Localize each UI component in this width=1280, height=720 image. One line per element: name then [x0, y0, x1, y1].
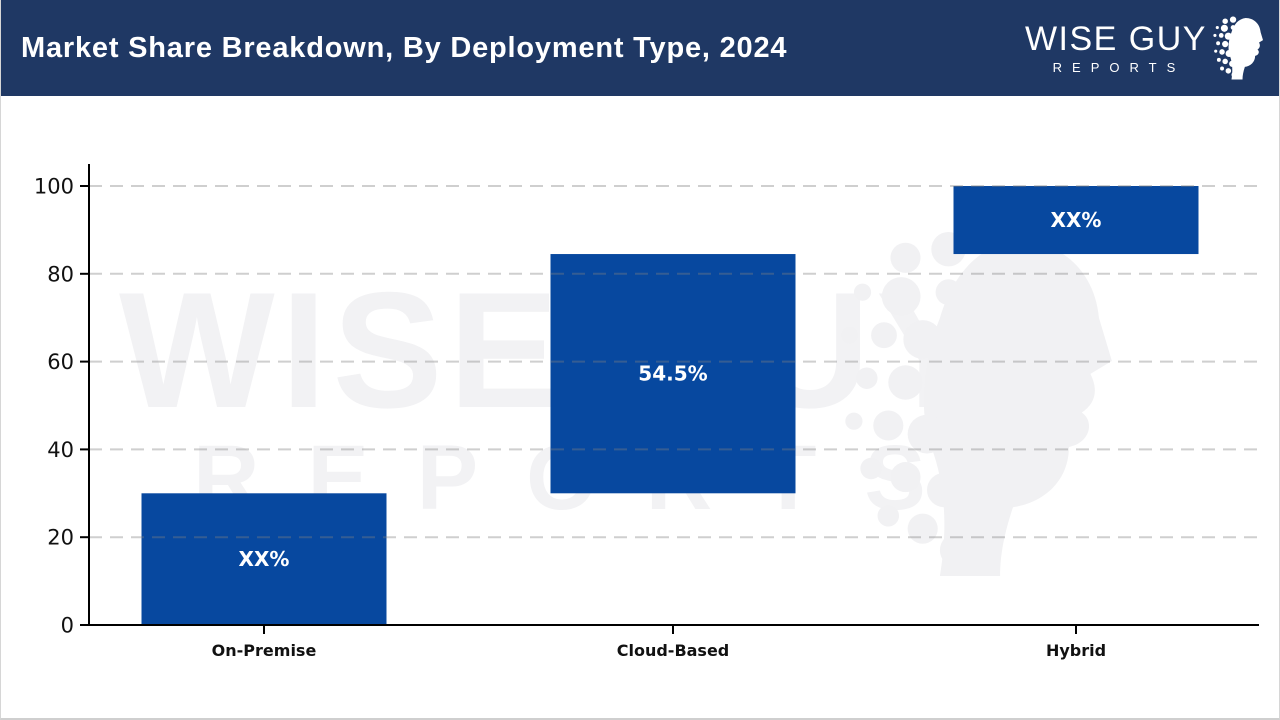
logo-wordmark: WISE GUY REPORTS [1025, 22, 1207, 74]
y-tick-label: 100 [34, 175, 74, 199]
y-tick-label: 0 [61, 614, 74, 638]
logo-secondary-text: REPORTS [1052, 60, 1186, 75]
bar-Cloud-Based [550, 254, 796, 494]
bar-Hybrid [953, 186, 1199, 255]
y-tick-label: 80 [47, 262, 74, 286]
bar-value-label: XX% [1051, 208, 1102, 232]
bar-value-label: XX% [239, 547, 290, 571]
y-tick-label: 20 [47, 526, 74, 550]
x-tick-label: On-Premise [212, 641, 317, 660]
y-tick-label: 60 [47, 350, 74, 374]
bar-On-Premise [141, 493, 387, 625]
y-tick-label: 40 [47, 438, 74, 462]
logo-primary-text: WISE GUY [1024, 20, 1207, 58]
brand-logo: WISE GUY REPORTS [1025, 12, 1263, 84]
x-tick-label: Hybrid [1046, 641, 1106, 660]
bar-value-label: 54.5% [638, 362, 707, 386]
page-title: Market Share Breakdown, By Deployment Ty… [21, 31, 788, 64]
bar-chart: 0 20 40 60 80 100 On-Premise XX% Cloud-Based 54.5… [34, 164, 1259, 660]
logo-head-icon [1211, 12, 1263, 84]
header: Market Share Breakdown, By Deployment Ty… [1, 0, 1279, 96]
x-tick-label: Cloud-Based [617, 641, 730, 660]
